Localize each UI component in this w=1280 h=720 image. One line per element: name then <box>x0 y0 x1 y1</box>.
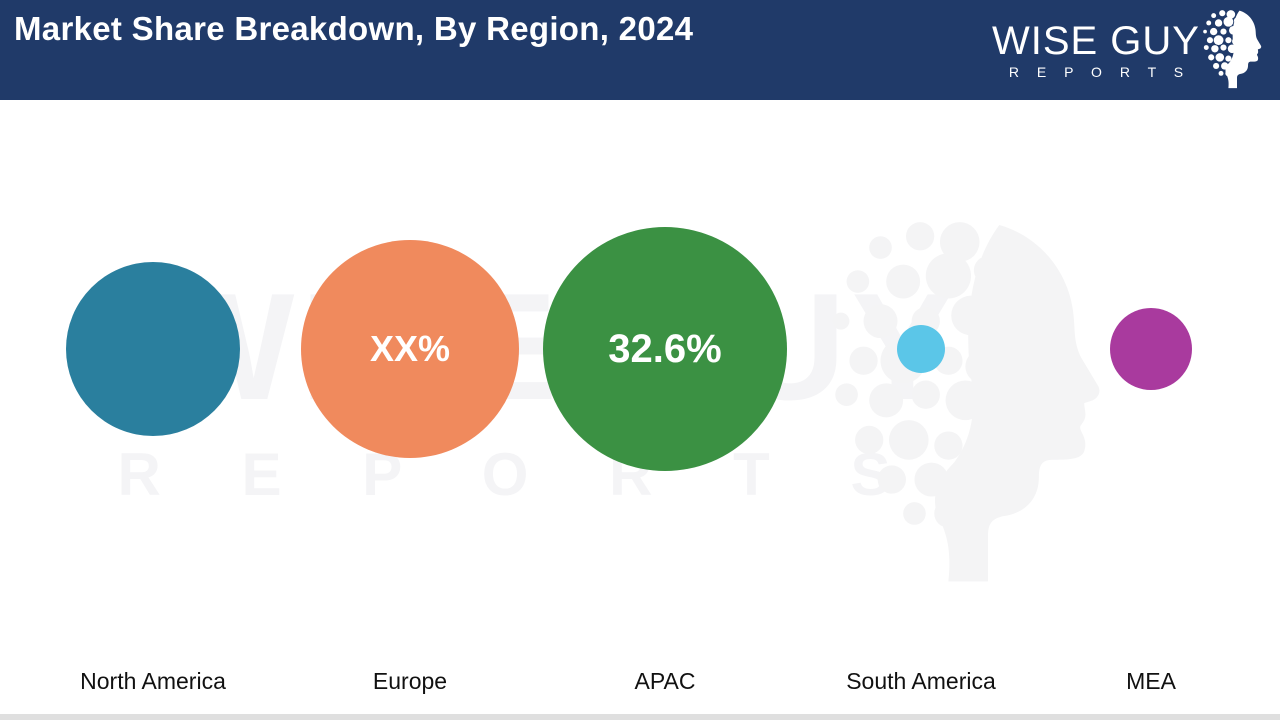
bubble-value-label: XX% <box>369 328 451 369</box>
category-label-apac: APAC <box>634 668 696 694</box>
header-bar: Market Share Breakdown, By Region, 2024 … <box>0 0 1280 100</box>
brand-wordmark: WISE GUY R E P O R T S <box>992 21 1200 80</box>
bubble-value-label: 32.6% <box>608 326 722 371</box>
category-label-south-america: South America <box>846 668 996 694</box>
brand-name: WISE GUY <box>991 18 1200 63</box>
watermark-head-icon <box>818 208 1158 604</box>
page-title: Market Share Breakdown, By Region, 2024 <box>14 10 694 47</box>
bubble-north-america <box>66 262 240 436</box>
brand-logo: WISE GUY R E P O R T S <box>992 4 1274 96</box>
bubble-europe: XX% <box>301 240 519 458</box>
category-label-europe: Europe <box>372 668 448 694</box>
bubble-south-america <box>897 325 945 373</box>
category-label-mea: MEA <box>1126 668 1176 694</box>
category-label-north-america: North America <box>80 668 226 694</box>
wiseguy-head-icon <box>1200 7 1274 93</box>
bubble-chart: WISE GUY R E P O R T S XX% 32.6% North A… <box>0 100 1280 714</box>
bubble-apac: 32.6% <box>543 227 787 471</box>
brand-subtitle: R E P O R T S <box>1008 63 1191 80</box>
bubble-mea <box>1110 308 1192 390</box>
bottom-strip <box>0 714 1280 720</box>
watermark-subtitle: R E P O R T S <box>117 441 923 508</box>
